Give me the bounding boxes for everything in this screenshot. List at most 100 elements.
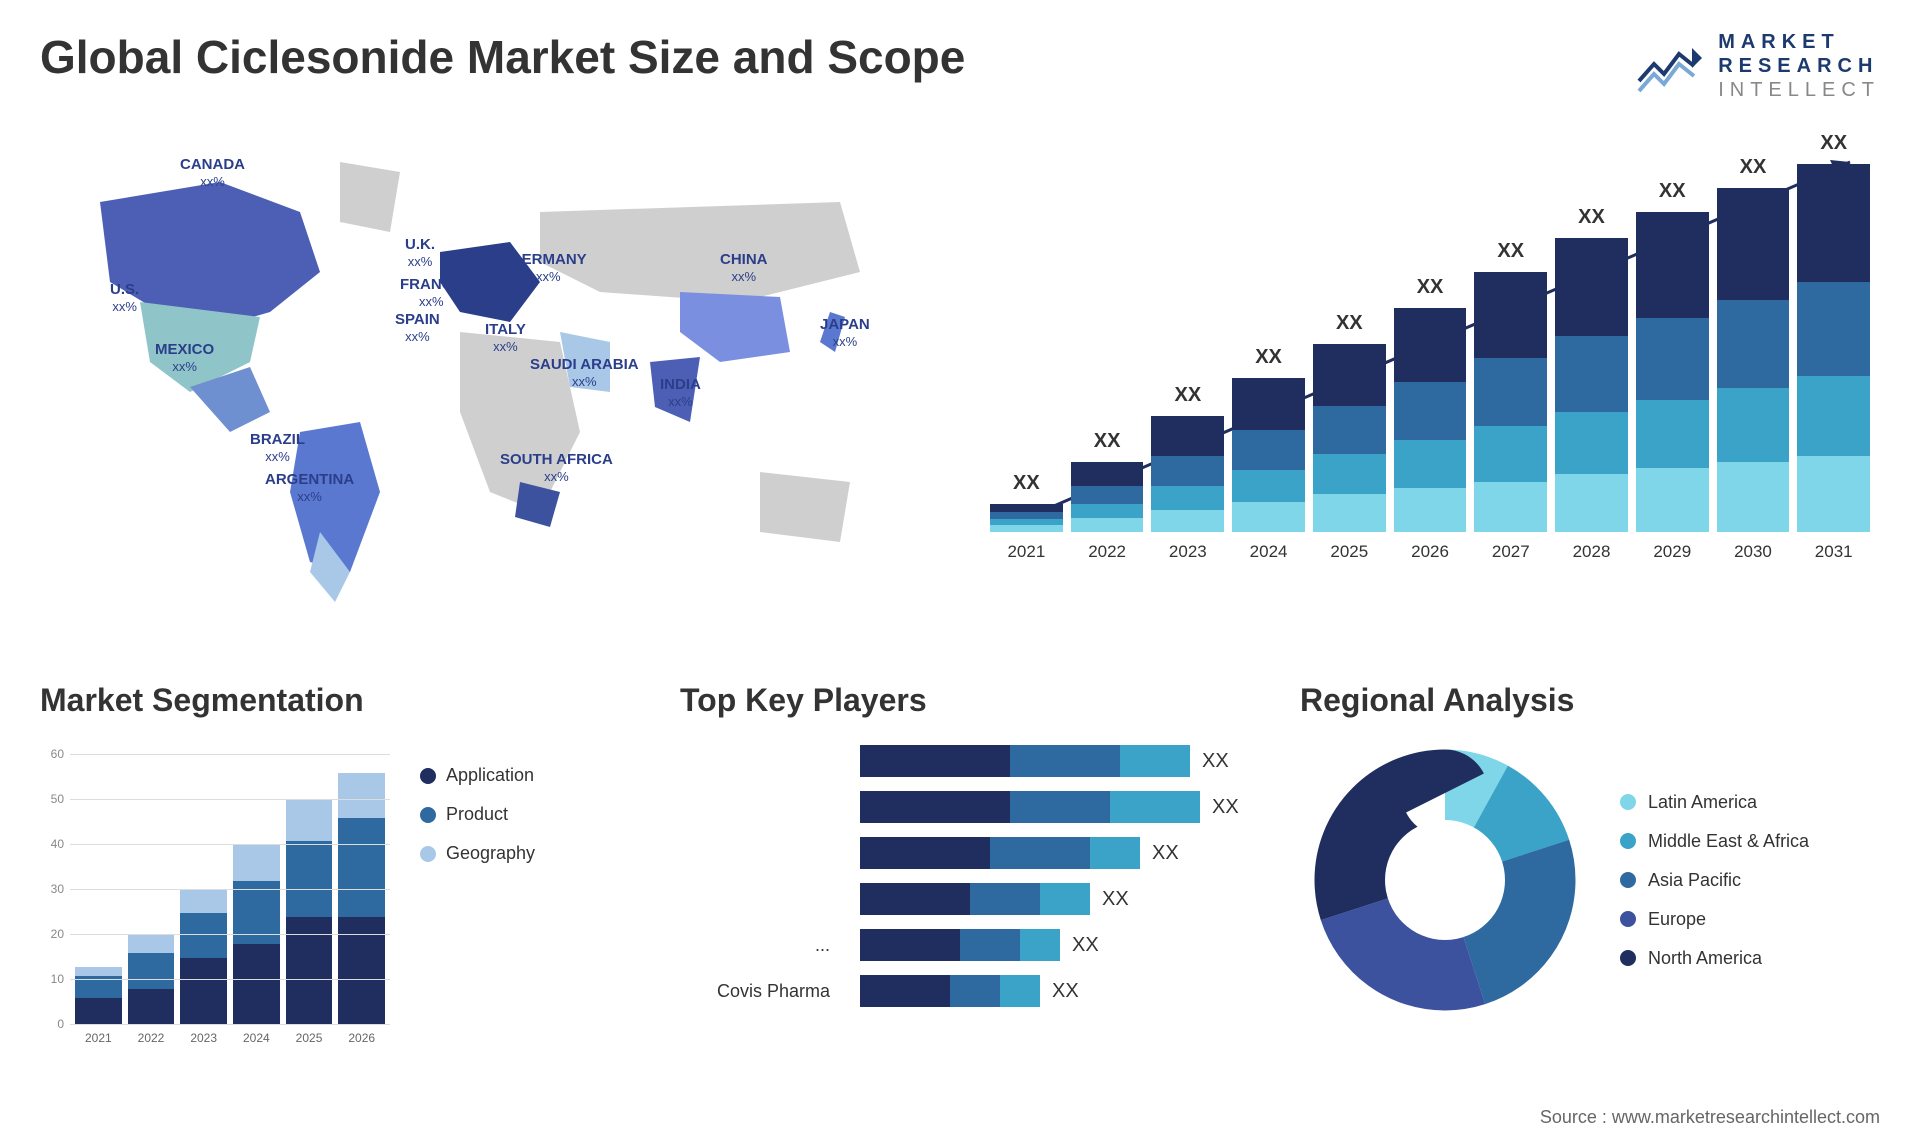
growth-bar-segment [1555, 474, 1628, 532]
growth-bar-label: XX [1474, 240, 1547, 263]
growth-bar-segment [1717, 188, 1790, 300]
growth-bar-segment [1313, 494, 1386, 532]
growth-bar-segment [1797, 282, 1870, 376]
player-label: Covis Pharma [680, 975, 830, 1007]
seg-bar-segment [128, 989, 175, 1025]
map-label-brazil: BRAZILxx% [250, 432, 305, 465]
map-label-france: FRANCExx% [400, 277, 463, 310]
growth-bar-2025: XX [1313, 344, 1386, 532]
players-chart: XXXXXXXXXXXX [860, 735, 1260, 1007]
growth-bar-label: XX [1151, 384, 1224, 407]
world-map-panel: CANADAxx%U.S.xx%MEXICOxx%BRAZILxx%ARGENT… [40, 132, 920, 642]
growth-bar-segment [1717, 462, 1790, 532]
growth-bar-2024: XX [1232, 378, 1305, 532]
source-text: Source : www.marketresearchintellect.com [1540, 1107, 1880, 1128]
regional-donut [1300, 735, 1590, 1025]
growth-bar-segment [1071, 462, 1144, 486]
player-bar-segment [860, 975, 950, 1007]
player-row-2: XX [860, 837, 1260, 869]
growth-x-label: 2029 [1636, 542, 1709, 562]
seg-x-label: 2021 [75, 1031, 122, 1045]
growth-bar-segment [1636, 212, 1709, 318]
growth-bar-label: XX [1555, 206, 1628, 229]
growth-x-label: 2031 [1797, 542, 1870, 562]
player-bar-segment [1090, 837, 1140, 869]
segmentation-title: Market Segmentation [40, 682, 640, 719]
player-bar-segment [970, 883, 1040, 915]
growth-x-label: 2022 [1071, 542, 1144, 562]
growth-bar-segment [1071, 518, 1144, 532]
segmentation-legend: ApplicationProductGeography [420, 735, 535, 1045]
seg-bar-segment [233, 845, 280, 881]
growth-bar-segment [1797, 164, 1870, 282]
seg-bar-2024 [233, 845, 280, 1025]
player-bar-segment [1020, 929, 1060, 961]
growth-bar-segment [1636, 318, 1709, 400]
regional-title: Regional Analysis [1300, 682, 1880, 719]
growth-bar-segment [1474, 426, 1547, 482]
growth-chart-panel: XXXXXXXXXXXXXXXXXXXXXX 20212022202320242… [980, 132, 1880, 642]
growth-bar-segment [1151, 416, 1224, 456]
player-bar-segment [960, 929, 1020, 961]
seg-gridline: 60 [70, 754, 390, 755]
segmentation-panel: Market Segmentation 20212022202320242025… [40, 682, 640, 1062]
growth-bar-segment [1232, 378, 1305, 430]
logo-text-1: MARKET [1718, 30, 1880, 54]
map-label-germany: GERMANYxx% [510, 252, 587, 285]
seg-x-label: 2026 [338, 1031, 385, 1045]
seg-bar-2021 [75, 967, 122, 1026]
seg-legend-item: Product [420, 804, 535, 825]
seg-bar-segment [180, 958, 227, 1026]
seg-bar-segment [338, 773, 385, 818]
player-value: XX [1202, 750, 1229, 773]
player-row-3: XX [860, 883, 1260, 915]
seg-bar-segment [128, 953, 175, 989]
growth-bar-segment [1797, 376, 1870, 456]
growth-bar-2026: XX [1394, 308, 1467, 532]
regional-legend-item: Asia Pacific [1620, 870, 1809, 891]
map-label-argentina: ARGENTINAxx% [265, 472, 354, 505]
seg-gridline: 20 [70, 934, 390, 935]
seg-gridline: 50 [70, 799, 390, 800]
seg-bar-2025 [286, 800, 333, 1025]
player-row-5: XX [860, 975, 1260, 1007]
player-bar-segment [1000, 975, 1040, 1007]
map-label-us: U.S.xx% [110, 282, 139, 315]
growth-bar-2021: XX [990, 504, 1063, 532]
growth-bar-2022: XX [1071, 462, 1144, 532]
growth-bar-label: XX [1394, 276, 1467, 299]
map-label-saudiarabia: SAUDI ARABIAxx% [530, 357, 639, 390]
seg-bar-2026 [338, 773, 385, 1025]
player-bar-segment [860, 791, 1010, 823]
player-bar-segment [860, 837, 990, 869]
growth-bar-segment [1717, 388, 1790, 462]
seg-bar-2023 [180, 890, 227, 1025]
seg-bar-segment [180, 913, 227, 958]
growth-bar-segment [1313, 344, 1386, 406]
regional-legend: Latin AmericaMiddle East & AfricaAsia Pa… [1620, 792, 1809, 969]
seg-bar-segment [75, 998, 122, 1025]
growth-bar-segment [1232, 470, 1305, 502]
growth-x-label: 2030 [1717, 542, 1790, 562]
player-value: XX [1212, 796, 1239, 819]
player-bar-segment [1110, 791, 1200, 823]
growth-bar-segment [1232, 430, 1305, 470]
seg-x-label: 2024 [233, 1031, 280, 1045]
seg-gridline: 10 [70, 979, 390, 980]
growth-bar-segment [1555, 238, 1628, 336]
seg-bar-segment [128, 935, 175, 953]
growth-bar-segment [1474, 272, 1547, 358]
growth-bar-segment [1717, 300, 1790, 388]
map-label-spain: SPAINxx% [395, 312, 440, 345]
regional-legend-item: Europe [1620, 909, 1809, 930]
seg-bar-segment [233, 944, 280, 1025]
growth-x-label: 2027 [1474, 542, 1547, 562]
growth-bar-segment [1151, 486, 1224, 510]
growth-bar-label: XX [990, 472, 1063, 495]
growth-bar-label: XX [1717, 156, 1790, 179]
growth-bar-label: XX [1797, 132, 1870, 155]
growth-x-label: 2028 [1555, 542, 1628, 562]
regional-panel: Regional Analysis Latin AmericaMiddle Ea… [1300, 682, 1880, 1062]
player-value: XX [1102, 888, 1129, 911]
growth-bar-2029: XX [1636, 212, 1709, 532]
